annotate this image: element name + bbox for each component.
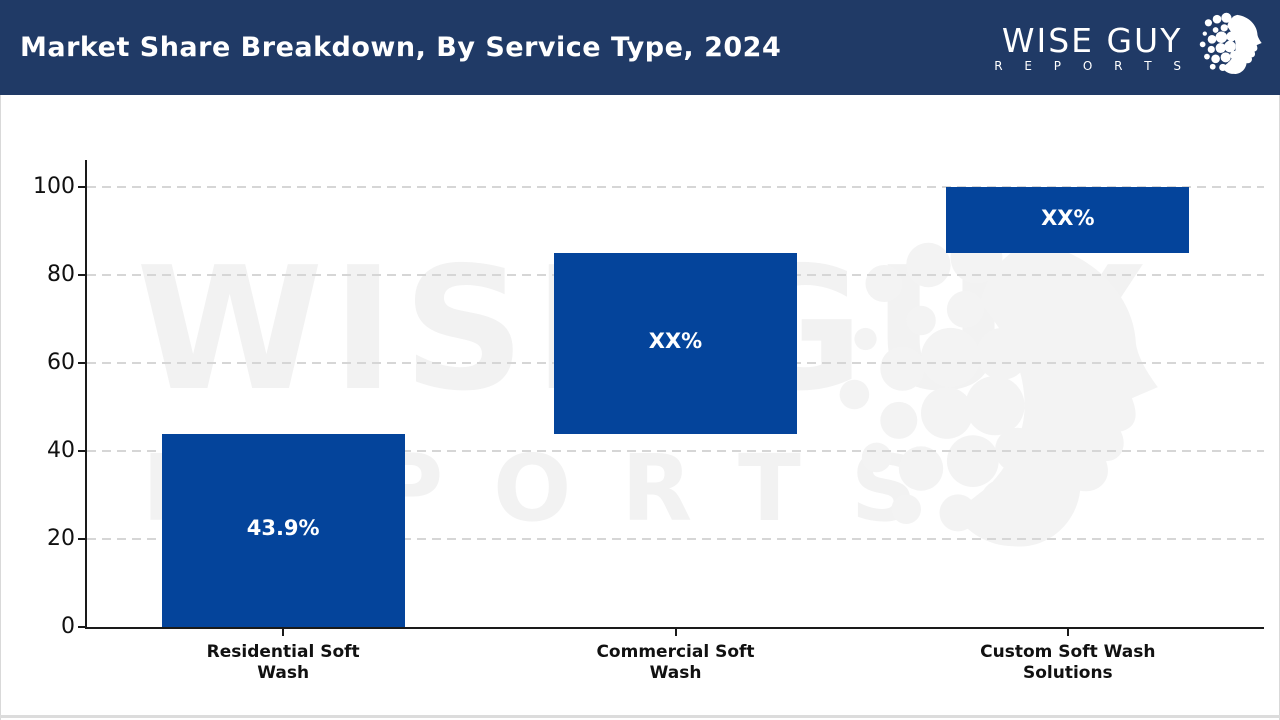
bar-segment-3: XX% <box>946 187 1190 253</box>
plot-area: 0 20 40 60 80 100 43.9% Residential Soft Wash XX… <box>33 160 1264 683</box>
bar-segment-2: XX% <box>554 253 797 434</box>
category-label-2: Commercial Soft Wash <box>596 642 755 683</box>
header-bar: Market Share Breakdown, By Service Type,… <box>0 0 1280 95</box>
y-tick-label-60: 60 <box>47 350 75 375</box>
bar-value-label: XX% <box>1041 206 1095 230</box>
category-label-3: Custom Soft Wash Solutions <box>980 642 1156 683</box>
bar-segment-1: 43.9% <box>161 433 405 627</box>
y-tick-label-80: 80 <box>47 262 75 287</box>
y-tick-label-20: 20 <box>47 526 75 551</box>
y-tick-label-100: 100 <box>33 174 75 199</box>
logo-subtitle: R E P O R T S <box>994 58 1190 73</box>
bar-value-label: XX% <box>648 329 703 354</box>
y-tick-mark <box>78 538 85 540</box>
logo-text: WISE GUY R E P O R T S <box>994 24 1190 72</box>
y-tick-mark <box>78 186 85 188</box>
wiseguy-face-icon <box>1199 12 1262 74</box>
y-tick-mark <box>78 274 85 276</box>
y-tick-mark <box>78 362 85 364</box>
page-border-bottom <box>0 715 1280 718</box>
gridline-100 <box>87 186 1264 188</box>
y-tick-label-40: 40 <box>47 438 75 463</box>
x-tick-mark <box>674 629 677 636</box>
bar-value-label: 43.9% <box>246 516 320 541</box>
chart-title: Market Share Breakdown, By Service Type,… <box>20 32 782 63</box>
page-border-left <box>0 0 1 720</box>
gridline-40 <box>87 450 1264 452</box>
x-tick-mark <box>1066 629 1069 636</box>
y-tick-mark <box>78 626 85 628</box>
category-label-1: Residential Soft Wash <box>206 642 360 683</box>
logo-wordmark: WISE GUY <box>1001 20 1183 60</box>
y-tick-label-0: 0 <box>61 614 75 639</box>
gridline-20 <box>87 538 1264 540</box>
x-tick-mark <box>282 629 285 636</box>
chart-canvas: WISE GUY REPORTS 0 20 40 60 80 100 43.9% Reside… <box>0 95 1280 720</box>
y-tick-mark <box>78 450 85 452</box>
wiseguy-logo: WISE GUY R E P O R T S <box>994 8 1266 88</box>
